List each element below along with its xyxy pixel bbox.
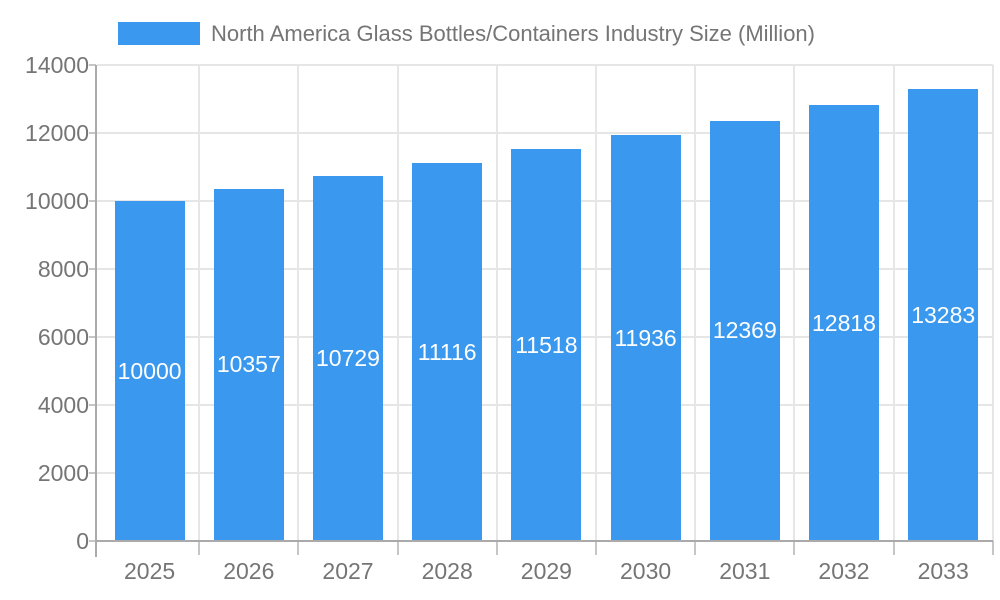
y-axis-label: 8000	[37, 256, 89, 282]
bar-2027[interactable]: 10729	[313, 176, 383, 541]
x-axis-label: 2030	[620, 558, 672, 584]
x-axis-tick	[198, 541, 201, 555]
x-axis-label: 2032	[818, 558, 870, 584]
bar-value-label: 13283	[911, 301, 976, 328]
bar-2030[interactable]: 11936	[610, 135, 681, 541]
y-axis-label: 10000	[25, 188, 89, 214]
gridline-v	[793, 65, 796, 541]
legend-title: North America Glass Bottles/Containers I…	[211, 20, 815, 46]
chart-legend: North America Glass Bottles/Containers I…	[118, 21, 815, 46]
y-axis-label: 12000	[25, 120, 89, 146]
x-axis-tick	[297, 541, 300, 555]
y-axis-tick	[89, 132, 96, 134]
x-axis-label: 2026	[223, 558, 275, 584]
x-axis-tick	[495, 541, 498, 555]
bar-value-label: 11936	[614, 324, 677, 351]
y-axis-tick	[89, 404, 96, 406]
bar-value-label: 11518	[515, 331, 578, 358]
legend-swatch	[118, 22, 200, 45]
y-axis-label: 14000	[25, 52, 89, 78]
y-axis-tick	[89, 268, 96, 270]
x-axis-label: 2029	[520, 558, 572, 584]
x-axis-label: 2025	[124, 558, 176, 584]
x-axis-line	[95, 540, 993, 542]
bar-2032[interactable]: 12818	[809, 105, 879, 541]
y-axis-line	[95, 65, 97, 557]
x-axis-tick	[595, 541, 597, 555]
gridline-v	[198, 65, 201, 541]
y-axis-tick	[89, 336, 96, 338]
bar-2028[interactable]: 11116	[412, 163, 483, 541]
x-axis-label: 2033	[917, 558, 969, 584]
gridline-v	[694, 65, 697, 541]
bar-value-label: 11116	[417, 338, 477, 365]
x-axis-label: 2028	[421, 558, 473, 584]
bar-value-label: 10729	[316, 345, 380, 372]
y-axis-tick	[89, 200, 96, 202]
y-axis-label: 0	[76, 528, 89, 554]
bar-2025[interactable]: 10000	[114, 201, 185, 541]
x-axis-tick	[991, 541, 994, 555]
gridline-v	[297, 65, 300, 541]
y-axis-label: 4000	[37, 392, 89, 418]
y-axis-label: 6000	[37, 324, 89, 350]
x-axis-tick	[892, 541, 895, 555]
y-axis-tick	[89, 540, 96, 542]
bar-value-label: 10357	[216, 351, 281, 378]
x-axis-tick	[694, 541, 697, 555]
bar-2026[interactable]: 10357	[213, 188, 284, 541]
bar-2031[interactable]: 12369	[709, 120, 780, 541]
bar-value-label: 12369	[712, 317, 777, 344]
bar-2033[interactable]: 13283	[908, 89, 979, 541]
x-axis-tick	[793, 541, 796, 555]
bar-value-label: 12818	[812, 309, 876, 336]
y-axis-label: 2000	[37, 460, 89, 486]
x-axis-tick	[396, 541, 399, 555]
gridline-v	[396, 65, 399, 541]
gridline-h	[97, 132, 993, 134]
gridline-v	[495, 65, 498, 541]
gridline-v	[595, 65, 597, 541]
gridline-v	[991, 65, 994, 541]
y-axis-tick	[89, 472, 96, 474]
y-axis-tick	[89, 64, 96, 66]
x-axis-label: 2027	[322, 558, 374, 584]
x-axis-label: 2031	[719, 558, 771, 584]
bar-2029[interactable]: 11518	[511, 149, 582, 541]
gridline-v	[892, 65, 895, 541]
bar-value-label: 10000	[117, 357, 182, 384]
gridline-h	[97, 64, 993, 66]
